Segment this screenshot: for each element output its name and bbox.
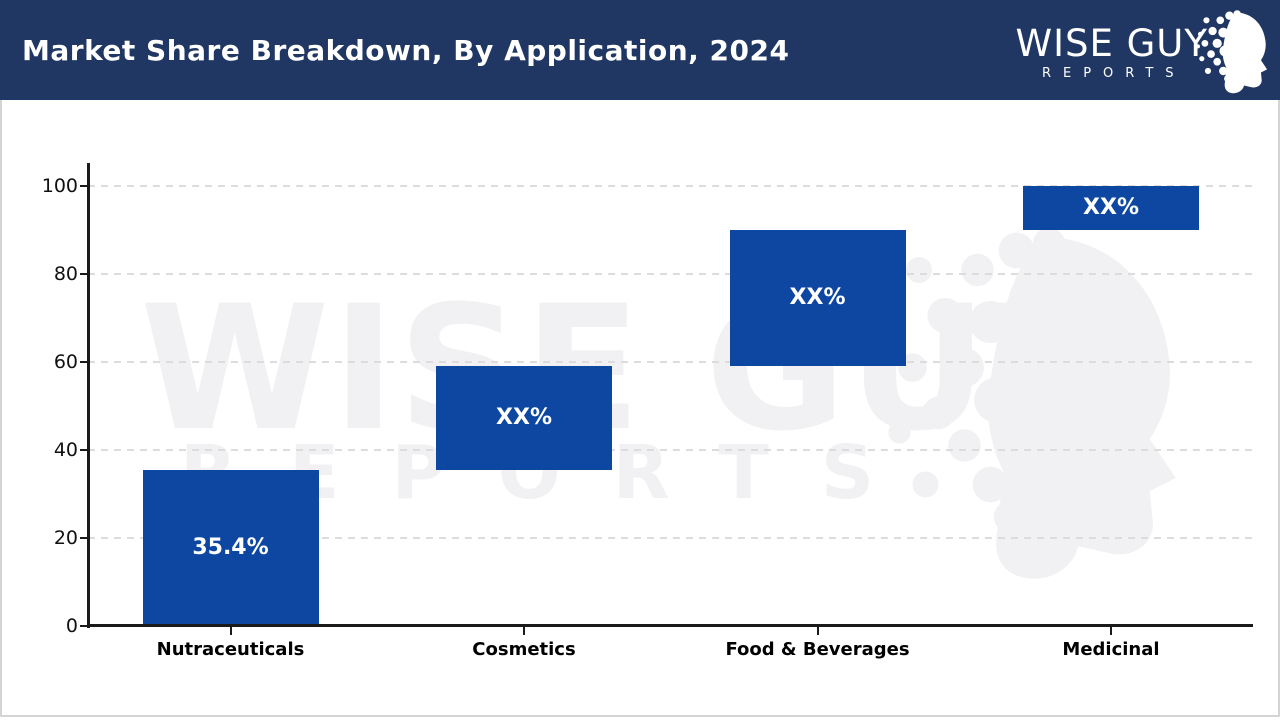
y-axis-tick <box>80 272 88 275</box>
y-axis-tick-label: 80 <box>53 262 78 285</box>
header: Market Share Breakdown, By Application, … <box>0 0 1280 100</box>
bar-segment: XX% <box>729 229 906 366</box>
y-axis-tick <box>80 448 88 451</box>
x-axis-tick <box>1110 627 1112 635</box>
wiseguy-logo-text: WISE GUY REPORTS <box>1015 22 1208 81</box>
logo-subtitle: REPORTS <box>1041 65 1186 81</box>
gridline <box>88 272 1253 275</box>
page-title: Market Share Breakdown, By Application, … <box>22 33 790 67</box>
wiseguy-logo: WISE GUY REPORTS <box>1016 8 1270 94</box>
x-axis-tick <box>523 627 525 635</box>
gridline <box>88 536 1253 539</box>
bar-segment: XX% <box>1023 185 1199 230</box>
bar-value-label: 35.4% <box>192 535 269 561</box>
y-axis-tick-label: 20 <box>53 526 78 549</box>
category-label: Nutraceuticals <box>156 639 305 660</box>
category-label: Medicinal <box>1062 639 1160 660</box>
x-axis-line <box>87 624 1253 627</box>
category-label: Food & Beverages <box>725 639 910 660</box>
gridline <box>88 360 1253 363</box>
y-axis-tick <box>80 360 88 363</box>
bar-segment: XX% <box>436 365 612 470</box>
y-axis-tick <box>80 536 88 539</box>
gridline <box>88 448 1253 451</box>
category-label: Cosmetics <box>472 639 576 660</box>
bar-value-label: XX% <box>1083 195 1139 220</box>
x-axis-tick <box>816 627 819 635</box>
bar-value-label: XX% <box>496 405 552 431</box>
y-axis-tick <box>80 624 88 627</box>
bar-value-label: XX% <box>789 285 846 311</box>
y-axis-tick-label: 40 <box>53 438 78 461</box>
y-axis-tick-label: 60 <box>53 350 78 373</box>
bar-segment: 35.4% <box>142 469 319 626</box>
gridline <box>88 184 1253 187</box>
y-axis-tick-label: 0 <box>65 614 78 637</box>
x-axis-tick <box>229 627 232 635</box>
y-axis-line <box>87 163 90 628</box>
y-axis-tick-label: 100 <box>41 174 78 197</box>
logo-wordmark: WISE GUY <box>1015 22 1208 66</box>
y-axis-tick <box>80 184 88 187</box>
